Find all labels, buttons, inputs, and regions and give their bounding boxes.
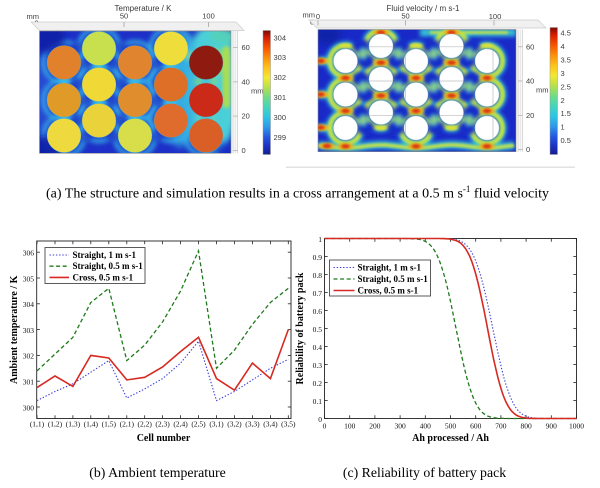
svg-text:305: 305	[23, 274, 35, 283]
svg-text:(1,5): (1,5)	[102, 420, 117, 429]
svg-text:0.5: 0.5	[561, 136, 571, 145]
svg-text:60: 60	[242, 43, 250, 52]
svg-text:20: 20	[526, 111, 534, 120]
svg-text:mm: mm	[251, 87, 264, 96]
svg-text:200: 200	[369, 422, 381, 431]
svg-text:50: 50	[401, 12, 409, 21]
svg-text:301: 301	[23, 378, 35, 387]
svg-text:800: 800	[520, 422, 532, 431]
svg-text:2: 2	[561, 96, 565, 105]
svg-text:0: 0	[323, 422, 327, 431]
svg-text:500: 500	[445, 422, 457, 431]
svg-text:299: 299	[274, 133, 287, 142]
svg-text:0.9: 0.9	[313, 253, 323, 262]
svg-text:(1,3): (1,3)	[66, 420, 81, 429]
svg-text:3.5: 3.5	[561, 56, 571, 65]
svg-text:mm: mm	[27, 12, 40, 21]
svg-text:1: 1	[318, 235, 322, 244]
svg-text:Temperature / K: Temperature / K	[115, 4, 173, 13]
svg-text:(2,5): (2,5)	[191, 420, 206, 429]
svg-text:302: 302	[23, 352, 35, 361]
svg-text:0: 0	[526, 145, 530, 154]
svg-text:60: 60	[526, 42, 534, 51]
svg-text:0.2: 0.2	[313, 379, 323, 388]
svg-text:0.7: 0.7	[313, 289, 323, 298]
svg-text:0.5: 0.5	[313, 325, 323, 334]
svg-text:1000: 1000	[569, 422, 584, 431]
svg-text:300: 300	[274, 113, 287, 122]
svg-text:0.8: 0.8	[313, 271, 323, 280]
svg-text:(3,2): (3,2)	[227, 420, 242, 429]
svg-text:0: 0	[316, 12, 320, 21]
svg-text:40: 40	[242, 77, 250, 86]
svg-text:1: 1	[561, 123, 565, 132]
svg-text:(2,4): (2,4)	[173, 420, 188, 429]
svg-text:1.5: 1.5	[561, 109, 571, 118]
svg-text:Straight, 0.5 m s-1: Straight, 0.5 m s-1	[73, 261, 144, 271]
svg-text:304: 304	[274, 33, 287, 42]
svg-text:300: 300	[394, 422, 406, 431]
svg-text:600: 600	[470, 422, 482, 431]
svg-text:(2,3): (2,3)	[155, 420, 170, 429]
svg-text:Ambient temperature / K: Ambient temperature / K	[9, 275, 20, 384]
svg-text:(2,2): (2,2)	[138, 420, 153, 429]
svg-text:Cross, 0.5 m s-1: Cross, 0.5 m s-1	[73, 272, 134, 282]
svg-text:0.6: 0.6	[313, 307, 323, 316]
svg-text:0: 0	[318, 415, 322, 424]
svg-text:303: 303	[23, 326, 35, 335]
svg-text:100: 100	[344, 422, 356, 431]
svg-text:306: 306	[23, 249, 35, 258]
svg-text:(3,1): (3,1)	[209, 420, 224, 429]
svg-text:(1,4): (1,4)	[84, 420, 99, 429]
svg-text:Straight, 1 m s-1: Straight, 1 m s-1	[358, 263, 422, 273]
svg-text:(3,5): (3,5)	[281, 420, 296, 429]
svg-text:302: 302	[274, 73, 287, 82]
svg-text:20: 20	[242, 112, 250, 121]
svg-text:Fluid velocity / m s-1: Fluid velocity / m s-1	[387, 4, 460, 13]
svg-text:4.5: 4.5	[561, 29, 571, 38]
svg-text:400: 400	[420, 422, 432, 431]
svg-text:Straight, 1 m s-1: Straight, 1 m s-1	[73, 250, 137, 260]
svg-text:303: 303	[274, 53, 287, 62]
svg-text:301: 301	[274, 93, 287, 102]
svg-text:0.4: 0.4	[313, 343, 323, 352]
svg-text:Reliability of battery pack: Reliability of battery pack	[295, 272, 306, 384]
svg-text:Cross, 0.5 m s-1: Cross, 0.5 m s-1	[358, 286, 419, 296]
svg-text:0: 0	[242, 146, 246, 155]
svg-text:0.3: 0.3	[313, 361, 323, 370]
svg-text:100: 100	[202, 12, 215, 21]
svg-text:0.1: 0.1	[313, 397, 323, 406]
svg-text:2.5: 2.5	[561, 82, 571, 91]
svg-text:300: 300	[23, 403, 35, 412]
svg-text:(1,1): (1,1)	[30, 420, 45, 429]
svg-text:(1,2): (1,2)	[48, 420, 63, 429]
svg-text:100: 100	[489, 12, 502, 21]
svg-text:(3,3): (3,3)	[245, 420, 260, 429]
svg-text:40: 40	[526, 77, 534, 86]
svg-text:Cell number: Cell number	[137, 433, 191, 444]
svg-text:mm: mm	[536, 86, 549, 95]
svg-text:(3,4): (3,4)	[263, 420, 278, 429]
svg-text:50: 50	[120, 12, 128, 21]
svg-text:700: 700	[495, 422, 507, 431]
svg-text:4: 4	[561, 42, 565, 51]
svg-text:Ah processed / Ah: Ah processed / Ah	[412, 433, 489, 444]
svg-text:900: 900	[546, 422, 558, 431]
svg-text:mm: mm	[303, 11, 316, 20]
svg-text:Straight, 0.5 m s-1: Straight, 0.5 m s-1	[358, 274, 429, 284]
svg-text:(2,1): (2,1)	[120, 420, 135, 429]
svg-text:304: 304	[23, 300, 35, 309]
svg-text:3: 3	[561, 69, 565, 78]
